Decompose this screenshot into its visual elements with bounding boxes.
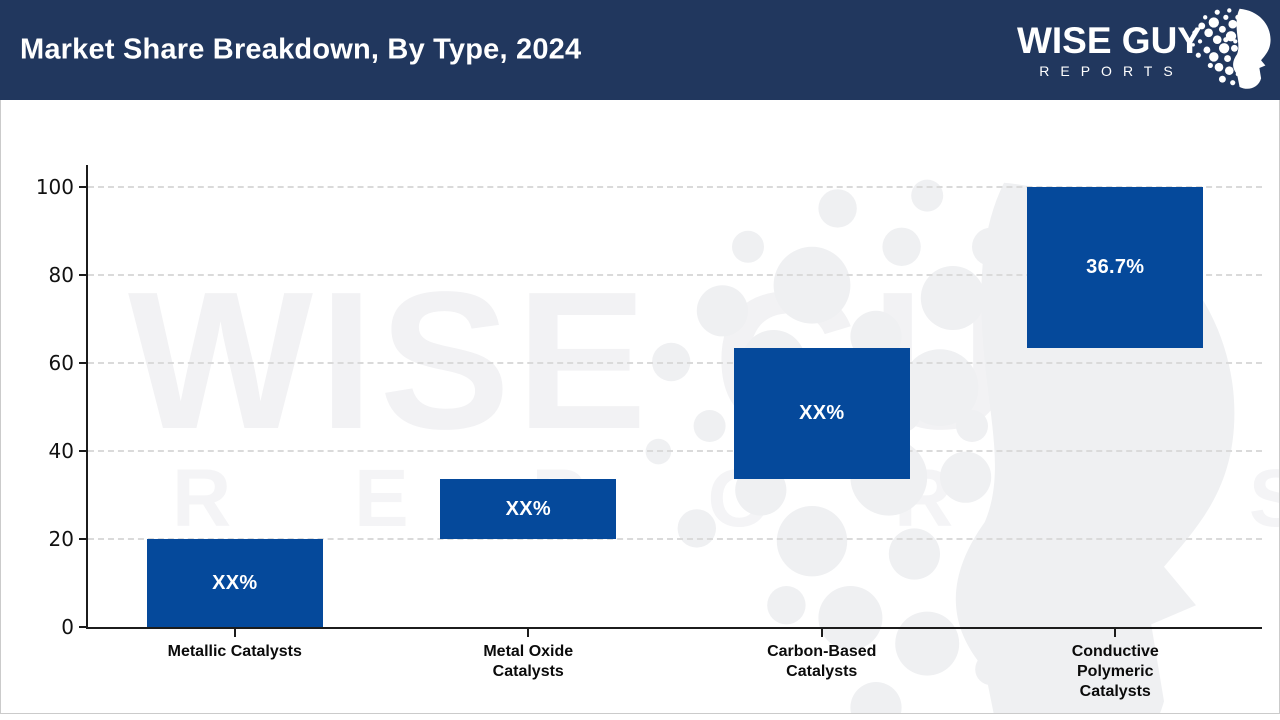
bar-2: XX%: [440, 479, 617, 539]
bar-value-label: 36.7%: [1086, 256, 1145, 279]
bar-3: XX%: [733, 348, 910, 480]
y-tick-mark: [79, 626, 86, 628]
chart-plot-area: 0 20 40 60 80 100 XX% Metallic Catalysts XX% Meta…: [0, 100, 1280, 714]
x-tick-mark: [1114, 629, 1117, 637]
y-tick-mark: [79, 186, 86, 188]
x-category-label: Carbon-Based Catalysts: [702, 642, 942, 682]
x-tick-mark: [527, 629, 530, 637]
y-tick-mark: [79, 450, 86, 452]
x-category-label-line: Catalysts: [1079, 683, 1151, 700]
y-gridline: [88, 274, 1262, 276]
bar-1: XX%: [146, 539, 323, 627]
y-tick-mark: [79, 274, 86, 276]
x-category-label-line: Carbon-Based: [767, 643, 877, 660]
x-category-label-line: Conductive: [1071, 643, 1159, 660]
x-category-label: Conductive Polymeric Catalysts: [995, 642, 1235, 702]
header-bar: Market Share Breakdown, By Type, 2024 WI…: [0, 0, 1280, 100]
y-tick-mark: [79, 538, 86, 540]
y-tick-label: 0: [61, 615, 74, 639]
x-category-label-line: Catalysts: [786, 663, 858, 680]
wise-guy-logo: WISE GUY REPORTS: [1017, 4, 1274, 96]
page-title: Market Share Breakdown, By Type, 2024: [20, 33, 582, 66]
bar-value-label: XX%: [212, 571, 258, 594]
x-category-label: Metallic Catalysts: [115, 642, 355, 662]
x-category-label: Metal Oxide Catalysts: [408, 642, 648, 682]
bar-value-label: XX%: [505, 497, 551, 520]
y-gridline: [88, 538, 1262, 540]
logo-text: WISE GUY REPORTS: [1017, 22, 1202, 78]
x-tick-mark: [233, 629, 236, 637]
y-tick-mark: [79, 362, 86, 364]
y-gridline: [88, 186, 1262, 188]
logo-face-icon: [1191, 8, 1271, 89]
y-gridline: [88, 450, 1262, 452]
y-tick-label: 100: [35, 175, 74, 199]
logo-subtitle: REPORTS: [1039, 63, 1184, 79]
x-category-label-line: Catalysts: [492, 663, 564, 680]
y-tick-label: 40: [48, 439, 74, 463]
y-tick-label: 80: [48, 263, 74, 287]
x-category-label-line: Polymeric: [1077, 663, 1154, 680]
y-tick-label: 60: [48, 351, 74, 375]
logo-wordmark: WISE GUY: [1016, 20, 1202, 61]
x-category-label-line: Metallic Catalysts: [167, 643, 302, 660]
x-axis-line: [86, 627, 1262, 629]
y-axis-line: [86, 165, 88, 629]
y-tick-label: 20: [48, 527, 74, 551]
x-tick-mark: [820, 629, 823, 637]
x-category-label-line: Metal Oxide: [483, 643, 574, 660]
bar-4: 36.7%: [1027, 187, 1204, 349]
bar-value-label: XX%: [799, 402, 845, 425]
y-gridline: [88, 362, 1262, 364]
watermark: WISE GUY R E P O R T S: [0, 100, 1280, 714]
